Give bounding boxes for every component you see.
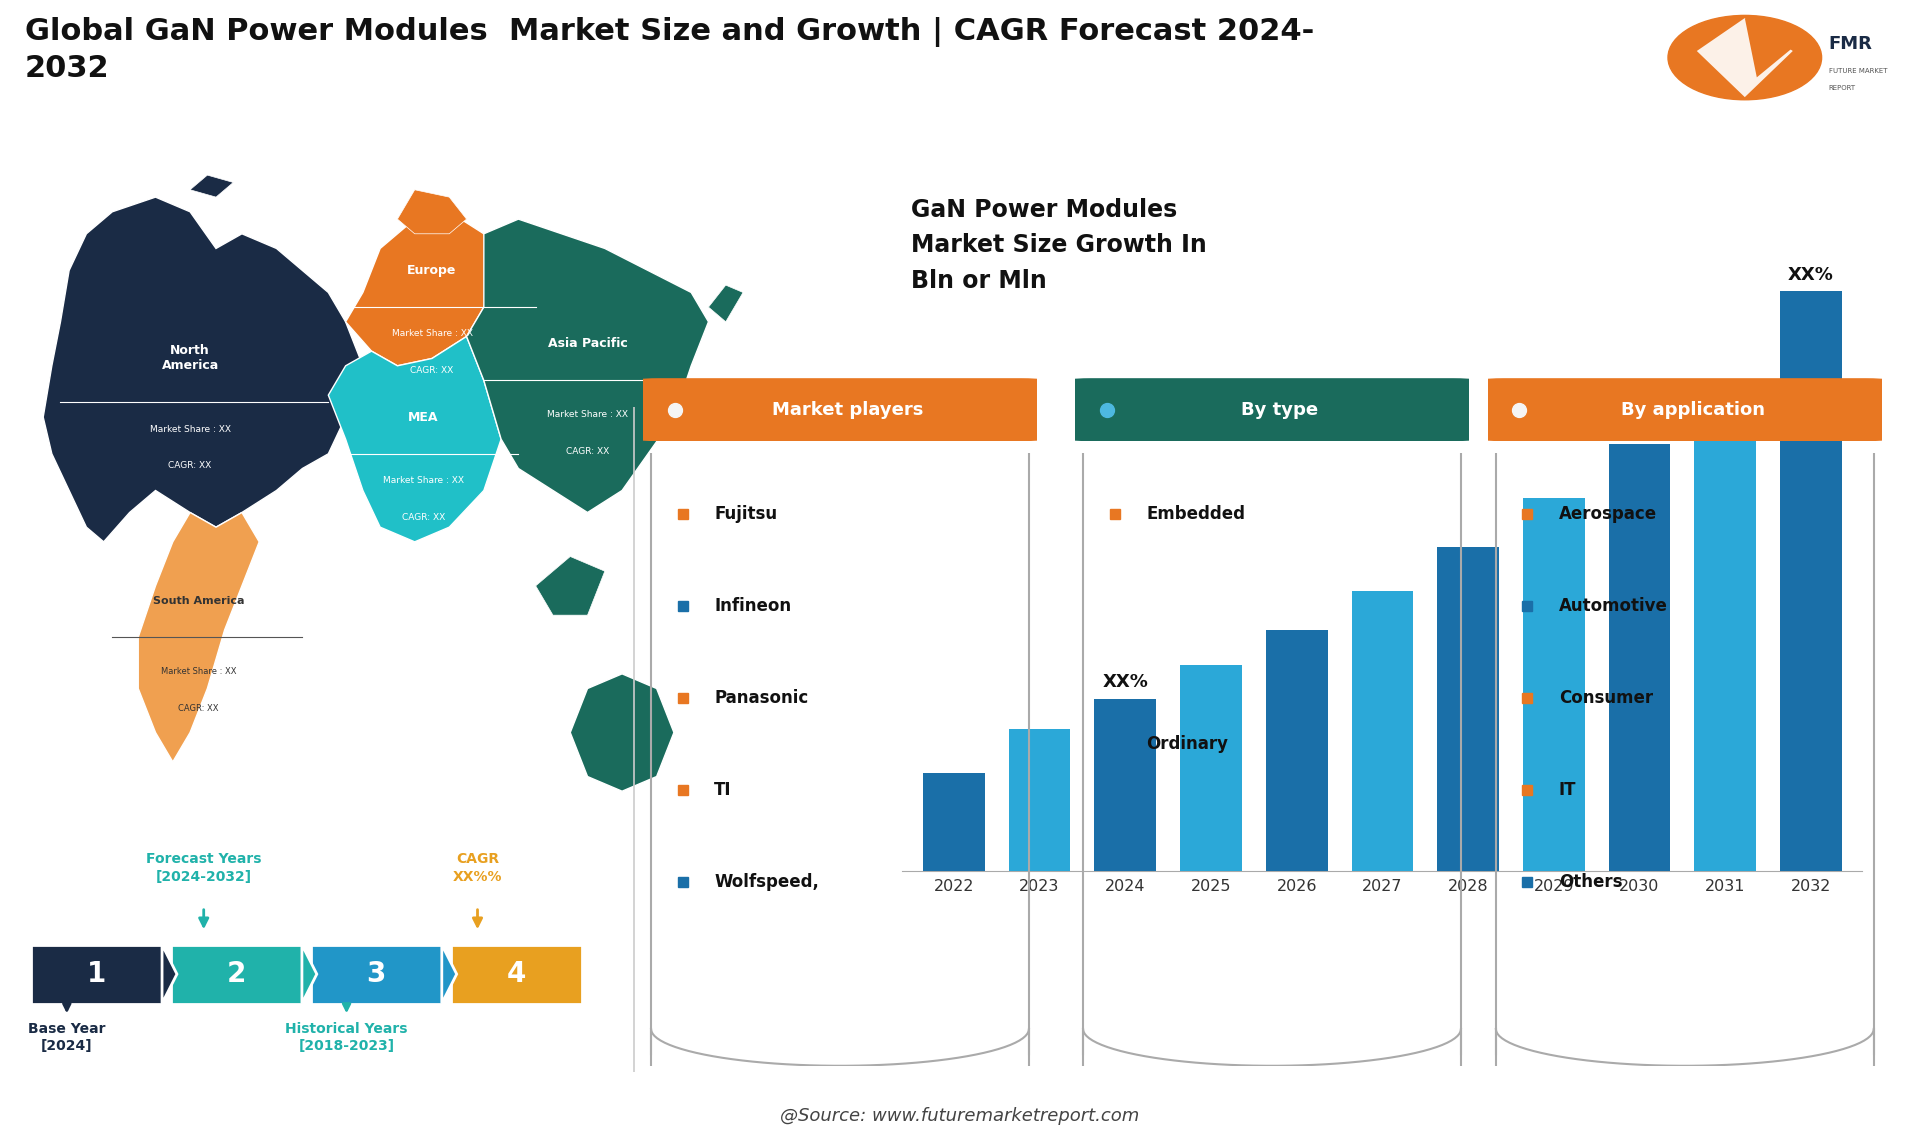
- FancyBboxPatch shape: [1060, 378, 1484, 441]
- Bar: [1181, 665, 1242, 871]
- Text: CAGR
XX%%: CAGR XX%%: [453, 853, 503, 884]
- FancyBboxPatch shape: [451, 944, 582, 1004]
- Polygon shape: [570, 674, 674, 791]
- Text: Market Share : XX: Market Share : XX: [382, 476, 465, 485]
- Bar: [1438, 547, 1500, 871]
- Polygon shape: [328, 337, 501, 542]
- Text: CAGR: XX: CAGR: XX: [169, 462, 211, 471]
- Text: Base Year
[2024]: Base Year [2024]: [29, 1022, 106, 1053]
- Text: Asia Pacific: Asia Pacific: [547, 337, 628, 351]
- Text: Infineon: Infineon: [714, 597, 791, 615]
- Bar: [1265, 630, 1327, 871]
- Text: Consumer: Consumer: [1559, 689, 1653, 707]
- Text: Forecast Years
[2024-2032]: Forecast Years [2024-2032]: [146, 853, 261, 884]
- Text: Europe: Europe: [407, 264, 457, 277]
- Polygon shape: [44, 197, 363, 542]
- Text: CAGR: XX: CAGR: XX: [566, 447, 609, 456]
- Text: By type: By type: [1242, 401, 1319, 418]
- Bar: [1352, 591, 1413, 871]
- FancyBboxPatch shape: [171, 944, 301, 1004]
- Text: By application: By application: [1620, 401, 1764, 418]
- Text: Global GaN Power Modules  Market Size and Growth | CAGR Forecast 2024-
2032: Global GaN Power Modules Market Size and…: [25, 17, 1313, 84]
- Text: Historical Years
[2018-2023]: Historical Years [2018-2023]: [286, 1022, 407, 1053]
- Text: @Source: www.futuremarketreport.com: @Source: www.futuremarketreport.com: [780, 1107, 1140, 1125]
- Polygon shape: [161, 944, 177, 1004]
- Bar: [1780, 291, 1841, 871]
- Text: Market Share : XX: Market Share : XX: [392, 329, 472, 338]
- Text: 4: 4: [507, 960, 526, 988]
- Polygon shape: [190, 175, 234, 197]
- Text: GaN Power Modules
Market Size Growth In
Bln or Mln: GaN Power Modules Market Size Growth In …: [910, 198, 1208, 293]
- Polygon shape: [1745, 18, 1805, 78]
- Text: Automotive: Automotive: [1559, 597, 1668, 615]
- Bar: [1609, 444, 1670, 871]
- Text: CAGR: XX: CAGR: XX: [411, 366, 453, 375]
- Text: IT: IT: [1559, 780, 1576, 799]
- Text: Aerospace: Aerospace: [1559, 505, 1657, 523]
- Text: Panasonic: Panasonic: [714, 689, 808, 707]
- Text: TI: TI: [714, 780, 732, 799]
- Bar: [1094, 699, 1156, 871]
- Polygon shape: [138, 512, 259, 762]
- FancyBboxPatch shape: [1473, 378, 1897, 441]
- Polygon shape: [467, 219, 708, 512]
- Circle shape: [1668, 15, 1822, 100]
- Text: Market Share : XX: Market Share : XX: [547, 410, 628, 419]
- Text: FMR: FMR: [1828, 36, 1872, 54]
- Text: 3: 3: [367, 960, 386, 988]
- Polygon shape: [708, 285, 743, 322]
- Text: Wolfspeed,: Wolfspeed,: [714, 873, 820, 890]
- Text: 1: 1: [86, 960, 106, 988]
- Polygon shape: [346, 212, 501, 366]
- FancyBboxPatch shape: [31, 944, 161, 1004]
- Text: Others: Others: [1559, 873, 1622, 890]
- Text: Fujitsu: Fujitsu: [714, 505, 778, 523]
- Polygon shape: [1697, 18, 1793, 97]
- Text: FUTURE MARKET: FUTURE MARKET: [1828, 68, 1887, 73]
- Text: Embedded: Embedded: [1146, 505, 1244, 523]
- Text: Market Share : XX: Market Share : XX: [150, 425, 230, 434]
- Text: 2: 2: [227, 960, 246, 988]
- Polygon shape: [397, 190, 467, 234]
- Text: REPORT: REPORT: [1828, 85, 1857, 91]
- Text: Market players: Market players: [772, 401, 924, 418]
- Text: Market Share : XX: Market Share : XX: [161, 667, 236, 676]
- Polygon shape: [301, 944, 317, 1004]
- Text: MEA: MEA: [409, 410, 438, 424]
- FancyBboxPatch shape: [628, 378, 1052, 441]
- Bar: [924, 772, 985, 871]
- Bar: [1008, 729, 1071, 871]
- Text: North
America: North America: [161, 345, 219, 372]
- Bar: [1695, 379, 1757, 871]
- Polygon shape: [536, 557, 605, 615]
- Text: CAGR: XX: CAGR: XX: [401, 512, 445, 521]
- FancyBboxPatch shape: [311, 944, 442, 1004]
- Text: XX%: XX%: [1102, 673, 1148, 691]
- Text: XX%: XX%: [1788, 266, 1834, 283]
- Text: South America: South America: [154, 596, 244, 605]
- Polygon shape: [442, 944, 457, 1004]
- Text: CAGR: XX: CAGR: XX: [179, 704, 219, 713]
- Bar: [1523, 497, 1584, 871]
- Text: Ordinary: Ordinary: [1146, 735, 1229, 753]
